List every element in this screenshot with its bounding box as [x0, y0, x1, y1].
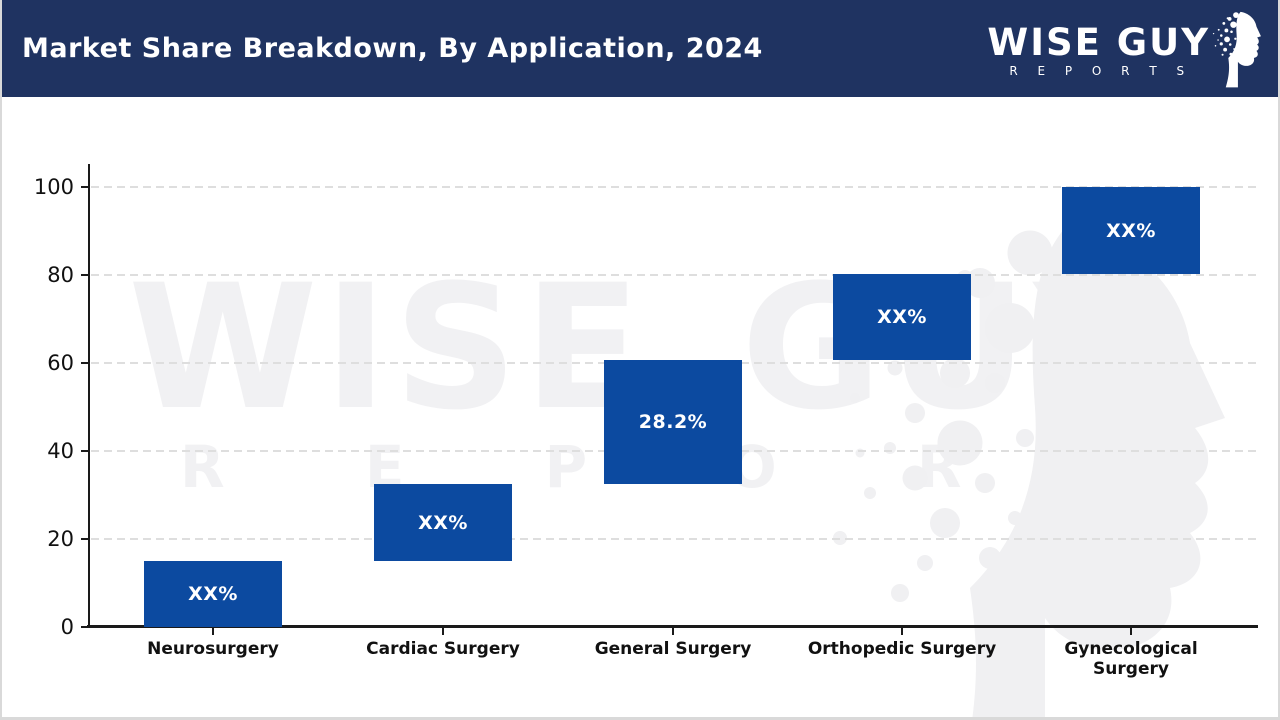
y-tick-mark-60: [81, 362, 88, 364]
y-axis-line: [88, 164, 90, 627]
x-tick-mark-0: [212, 628, 214, 635]
y-tick-label-0: 0: [60, 615, 74, 639]
y-tick-mark-100: [81, 186, 88, 188]
y-tick-label-60: 60: [47, 351, 74, 375]
chart-title: Market Share Breakdown, By Application, …: [22, 33, 763, 64]
logo-wordmark-line1: WISE GUY: [987, 21, 1210, 64]
bar-segment: XX%: [144, 561, 282, 627]
y-tick-mark-80: [81, 274, 88, 276]
gridline-80: [91, 274, 1257, 276]
y-tick-mark-20: [81, 538, 88, 540]
x-tick-mark-2: [672, 628, 674, 635]
bar-value-label: XX%: [1106, 219, 1156, 242]
bar-value-label: XX%: [877, 306, 927, 328]
y-tick-label-100: 100: [33, 175, 74, 199]
bar-value-label: XX%: [418, 511, 468, 534]
bar-value-label: 28.2%: [638, 410, 708, 433]
y-tick-mark-0: [81, 626, 88, 628]
bar-value-label: XX%: [188, 583, 238, 605]
gridline-100: [91, 186, 1257, 188]
x-tick-mark-3: [901, 628, 903, 635]
logo-head-icon: [1212, 11, 1261, 88]
wise-guy-reports-logo: WISE GUY R E P O R T S: [987, 4, 1268, 94]
gridline-20: [91, 538, 1257, 540]
category-label: Gynecological Surgery: [1064, 639, 1198, 679]
category-label: Neurosurgery: [147, 639, 279, 659]
bar-segment: XX%: [374, 484, 512, 561]
y-tick-label-80: 80: [47, 263, 74, 287]
x-tick-mark-4: [1130, 628, 1132, 635]
x-axis-line: [87, 625, 1258, 628]
watermark-head-icon: [833, 228, 1225, 717]
header-bar: Market Share Breakdown, By Application, …: [2, 0, 1278, 97]
y-tick-mark-40: [81, 450, 88, 452]
logo-wordmark-line2: R E P O R T S: [1009, 64, 1193, 78]
category-label: Cardiac Surgery: [366, 639, 520, 659]
bar-segment: XX%: [1062, 187, 1200, 275]
logo-wordmark: WISE GUY R E P O R T S: [987, 24, 1210, 78]
bar-segment: 28.2%: [604, 359, 742, 484]
bar-segment: XX%: [833, 274, 971, 360]
category-label: Orthopedic Surgery: [807, 639, 997, 659]
category-label: General Surgery: [594, 639, 752, 659]
y-tick-label-20: 20: [47, 527, 74, 551]
y-tick-label-40: 40: [47, 439, 74, 463]
x-tick-mark-1: [442, 628, 444, 635]
